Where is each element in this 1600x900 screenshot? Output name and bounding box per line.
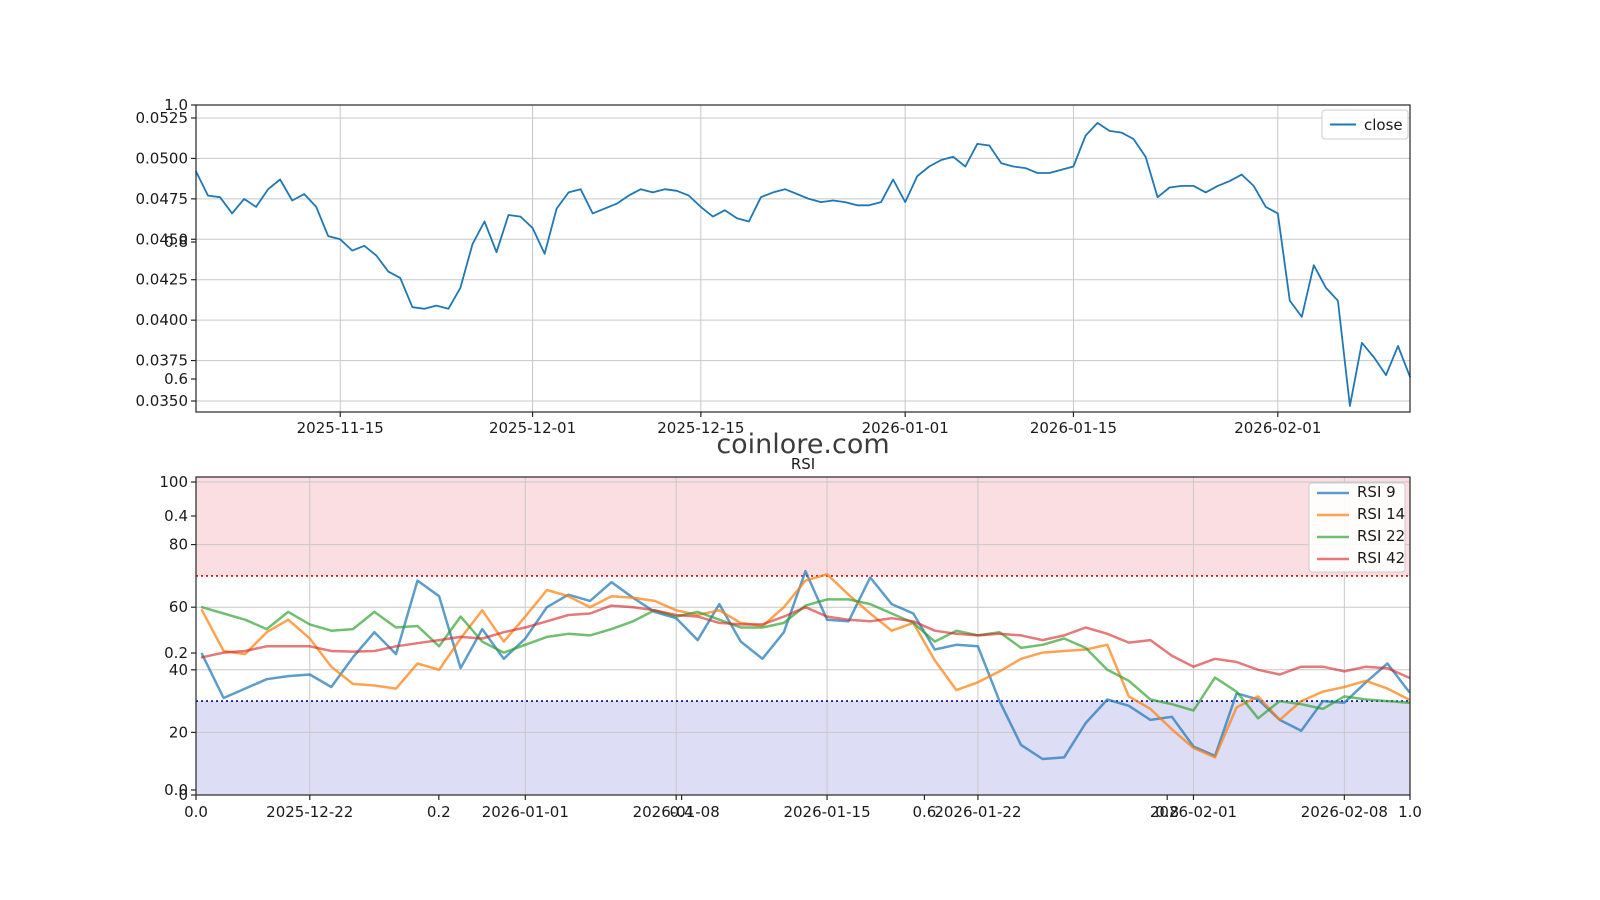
price-y-tick-label: 0.0450 [136,230,189,248]
price-x-tick-label: 2025-11-15 [297,419,384,437]
legend-label-rsi-22: RSI 22 [1357,527,1405,545]
price-x-tick-label: 2026-01-15 [1030,419,1117,437]
legend-box [1308,482,1406,573]
outer-x-tick-label: 0.8 [1155,803,1179,821]
legend-label-rsi-14: RSI 14 [1357,505,1405,523]
oversold-band [196,701,1410,795]
price-y-tick-label: 0.0425 [136,271,189,289]
rsi-14-line [200,573,1411,759]
price-x-tick-label: 2026-01-01 [862,419,949,437]
price-x-tick-label: 2025-12-15 [657,419,744,437]
outer-y-tick-label: 0.2 [164,644,188,662]
outer-axis: 1.0 0.8 0.6 0.4 0.2 0.0 0.0 0.2 0.4 0.6 0.8 1.0 [164,96,1422,821]
legend-box [1321,109,1409,140]
price-y-tick-label: 0.0475 [136,190,189,208]
legend-label-close: close [1364,116,1403,134]
outer-x-tick-label: 0.2 [427,803,451,821]
rsi-x-tick-label: 2026-01-08 [633,803,720,821]
rsi-title: RSI [791,455,815,473]
rsi-y-tick-label: 0 [178,786,188,804]
rsi-x-tick-label: 2025-12-22 [266,803,353,821]
outer-y-tick-label: 0.8 [164,233,188,251]
watermark-text: coinlore.com [716,429,889,460]
rsi-axes-frame [195,476,1411,796]
price-axes-frame [195,104,1411,413]
rsi-y-tick-label: 40 [169,661,188,679]
rsi-9-line [200,569,1411,761]
price-y-tick-label: 0.0400 [136,311,189,329]
price-y-tick-label: 0.0500 [136,149,189,167]
rsi-x-tick-label: 2026-02-01 [1150,803,1237,821]
rsi-x-tick-label: 2026-01-15 [783,803,870,821]
outer-x-tick-label: 1.0 [1398,803,1422,821]
price-x-tick-label: 2026-02-01 [1234,419,1321,437]
outer-y-tick-label: 1.0 [164,96,188,114]
price-y-tick-label: 0.0525 [136,109,189,127]
price-legend: close [1321,109,1409,140]
outer-x-tick-label: 0.0 [184,803,208,821]
rsi-y-tick-label: 60 [169,598,188,616]
rsi-y-tick-label: 100 [159,473,188,491]
overbought-band [196,477,1410,576]
outer-y-tick-label: 0.0 [164,781,188,799]
legend-label-rsi-9: RSI 9 [1357,483,1396,501]
close-line [195,122,1411,407]
rsi-x-tick-label: 2026-02-08 [1301,803,1388,821]
rsi-y-tick-label: 20 [169,723,188,741]
price-x-tick-label: 2025-12-01 [489,419,576,437]
rsi-chart: 100 80 60 40 20 0 2025-12-22 2026-01-01 2026-01-… [159,473,1411,821]
rsi-y-tick-label: 80 [169,536,188,554]
price-y-tick-label: 0.0375 [136,352,189,370]
rsi-x-tick-label: 2026-01-01 [482,803,569,821]
rsi-x-tick-label: 2026-01-22 [934,803,1021,821]
outer-y-tick-label: 0.6 [164,370,188,388]
price-y-tick-label: 0.0350 [136,392,189,410]
rsi-legend: RSI 9 RSI 14 RSI 22 RSI 42 [1308,482,1406,573]
rsi-42-line [200,604,1411,679]
outer-y-tick-label: 0.4 [164,507,188,525]
outer-x-tick-label: 0.6 [912,803,936,821]
rsi-22-line [200,598,1411,720]
outer-x-tick-label: 0.4 [670,803,694,821]
legend-label-rsi-42: RSI 42 [1357,549,1405,567]
price-chart: 0.0525 0.0500 0.0475 0.0450 0.0425 0.0400 0.03… [136,104,1411,437]
